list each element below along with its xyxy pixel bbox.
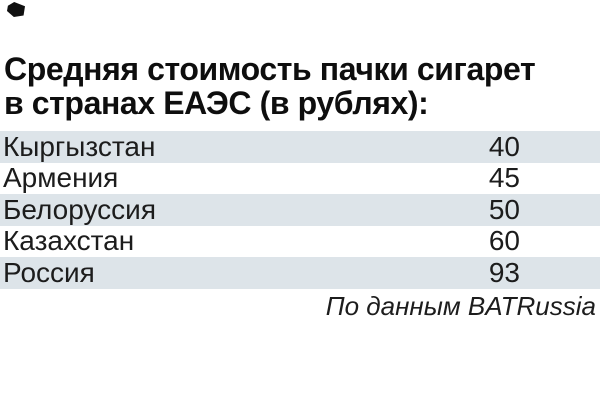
price-value: 40 xyxy=(488,130,520,162)
table-row: Казахстан 60 xyxy=(0,225,600,258)
country-label: Казахстан xyxy=(3,225,135,257)
price-value: 50 xyxy=(488,193,520,225)
table-row: Кыргызстан 40 xyxy=(0,131,600,163)
price-value: 45 xyxy=(488,162,520,194)
table-row: Армения 45 xyxy=(0,162,600,195)
source-credit: По данным BATRussia xyxy=(325,291,596,321)
ink-smudge-icon xyxy=(7,2,25,17)
price-value: 60 xyxy=(488,225,520,257)
country-label: Кыргызстан xyxy=(3,130,156,162)
table-row: Россия 93 xyxy=(0,257,600,289)
infographic-title: Средняя стоимость пачки сигарет в страна… xyxy=(4,51,536,121)
country-label: Армения xyxy=(3,162,119,194)
title-line-1: Средняя стоимость пачки сигарет xyxy=(4,51,536,87)
country-label: Россия xyxy=(3,256,95,288)
country-label: Белоруссия xyxy=(3,193,156,225)
title-line-2: в странах ЕАЭС (в рублях): xyxy=(4,85,429,121)
table-row: Белоруссия 50 xyxy=(0,194,600,226)
price-value: 93 xyxy=(488,256,520,288)
price-table: Кыргызстан 40 Армения 45 Белоруссия 50 К… xyxy=(0,131,600,289)
